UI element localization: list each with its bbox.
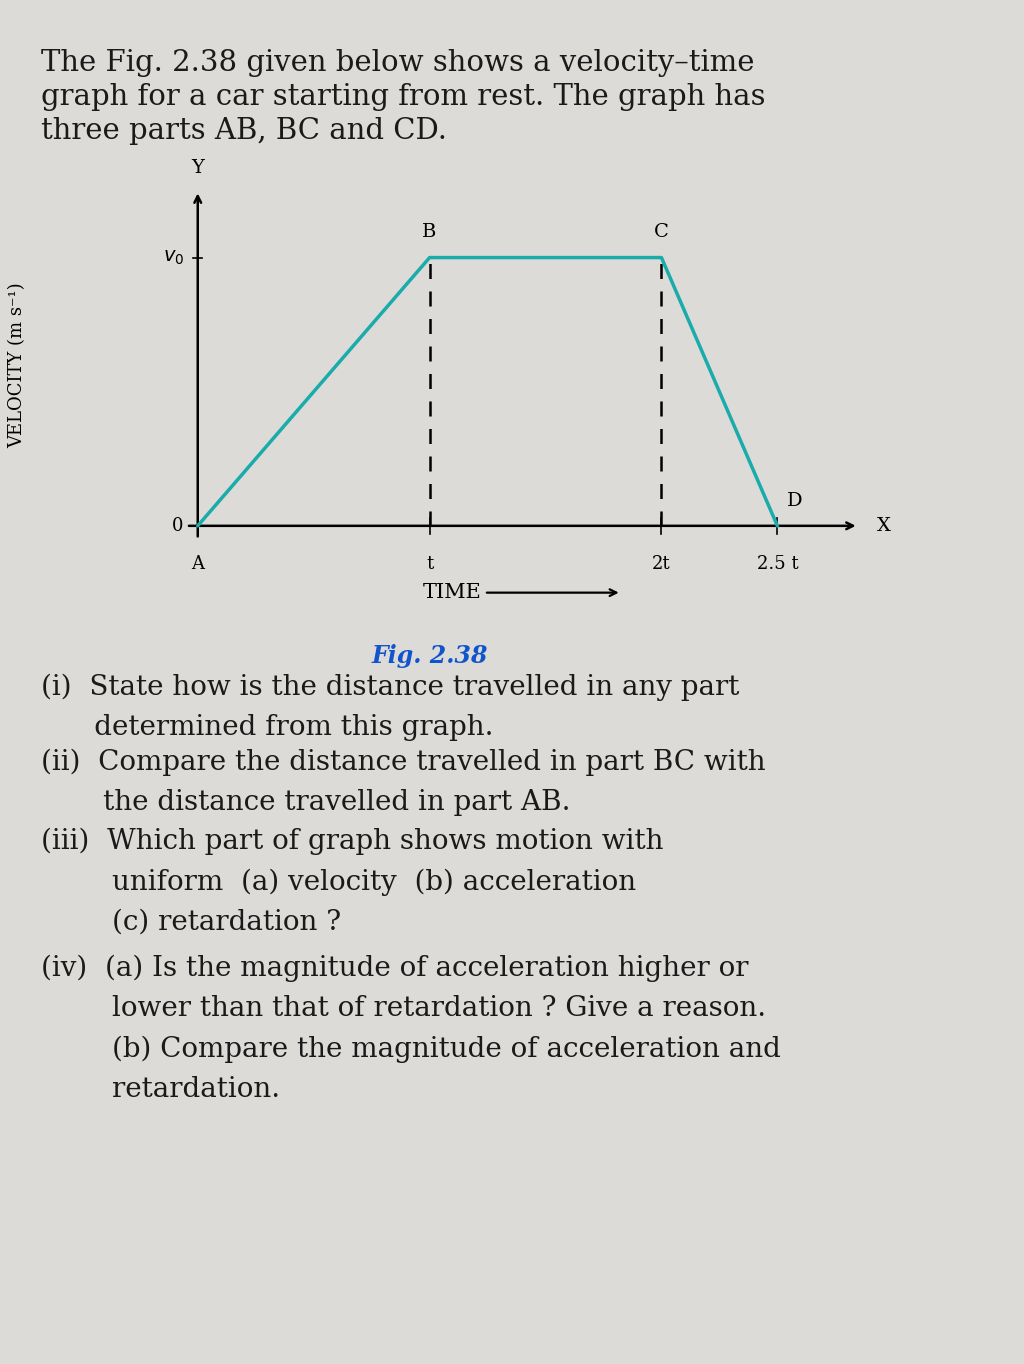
Text: 2.5 t: 2.5 t [757,555,798,573]
Text: (iii)  Which part of graph shows motion with: (iii) Which part of graph shows motion w… [41,828,664,855]
Text: (i)  State how is the distance travelled in any part: (i) State how is the distance travelled … [41,674,739,701]
Text: three parts AB, BC and CD.: three parts AB, BC and CD. [41,117,446,146]
Text: (b) Compare the magnitude of acceleration and: (b) Compare the magnitude of acceleratio… [41,1035,781,1063]
Text: VELOCITY (m s⁻¹): VELOCITY (m s⁻¹) [8,282,26,447]
Text: lower than that of retardation ? Give a reason.: lower than that of retardation ? Give a … [41,996,766,1022]
Text: X: X [878,517,891,535]
Text: graph for a car starting from rest. The graph has: graph for a car starting from rest. The … [41,83,766,112]
Text: The Fig. 2.38 given below shows a velocity–time: The Fig. 2.38 given below shows a veloci… [41,49,755,78]
Text: B: B [423,224,437,241]
Text: retardation.: retardation. [41,1075,281,1102]
Text: (iv)  (a) Is the magnitude of acceleration higher or: (iv) (a) Is the magnitude of acceleratio… [41,955,749,982]
Text: determined from this graph.: determined from this graph. [41,715,494,741]
Text: C: C [654,224,669,241]
Text: D: D [786,492,802,510]
Text: the distance travelled in part AB.: the distance travelled in part AB. [41,788,570,816]
Text: TIME: TIME [423,584,616,602]
Text: (ii)  Compare the distance travelled in part BC with: (ii) Compare the distance travelled in p… [41,749,766,776]
Text: t: t [426,555,433,573]
Text: 2t: 2t [652,555,671,573]
Text: Y: Y [191,160,204,177]
Text: (c) retardation ?: (c) retardation ? [41,908,341,936]
Text: uniform  (a) velocity  (b) acceleration: uniform (a) velocity (b) acceleration [41,868,636,896]
Text: A: A [191,555,204,573]
Text: Fig. 2.38: Fig. 2.38 [372,644,488,668]
Text: $v_0$: $v_0$ [163,248,184,267]
Text: 0: 0 [172,517,184,535]
